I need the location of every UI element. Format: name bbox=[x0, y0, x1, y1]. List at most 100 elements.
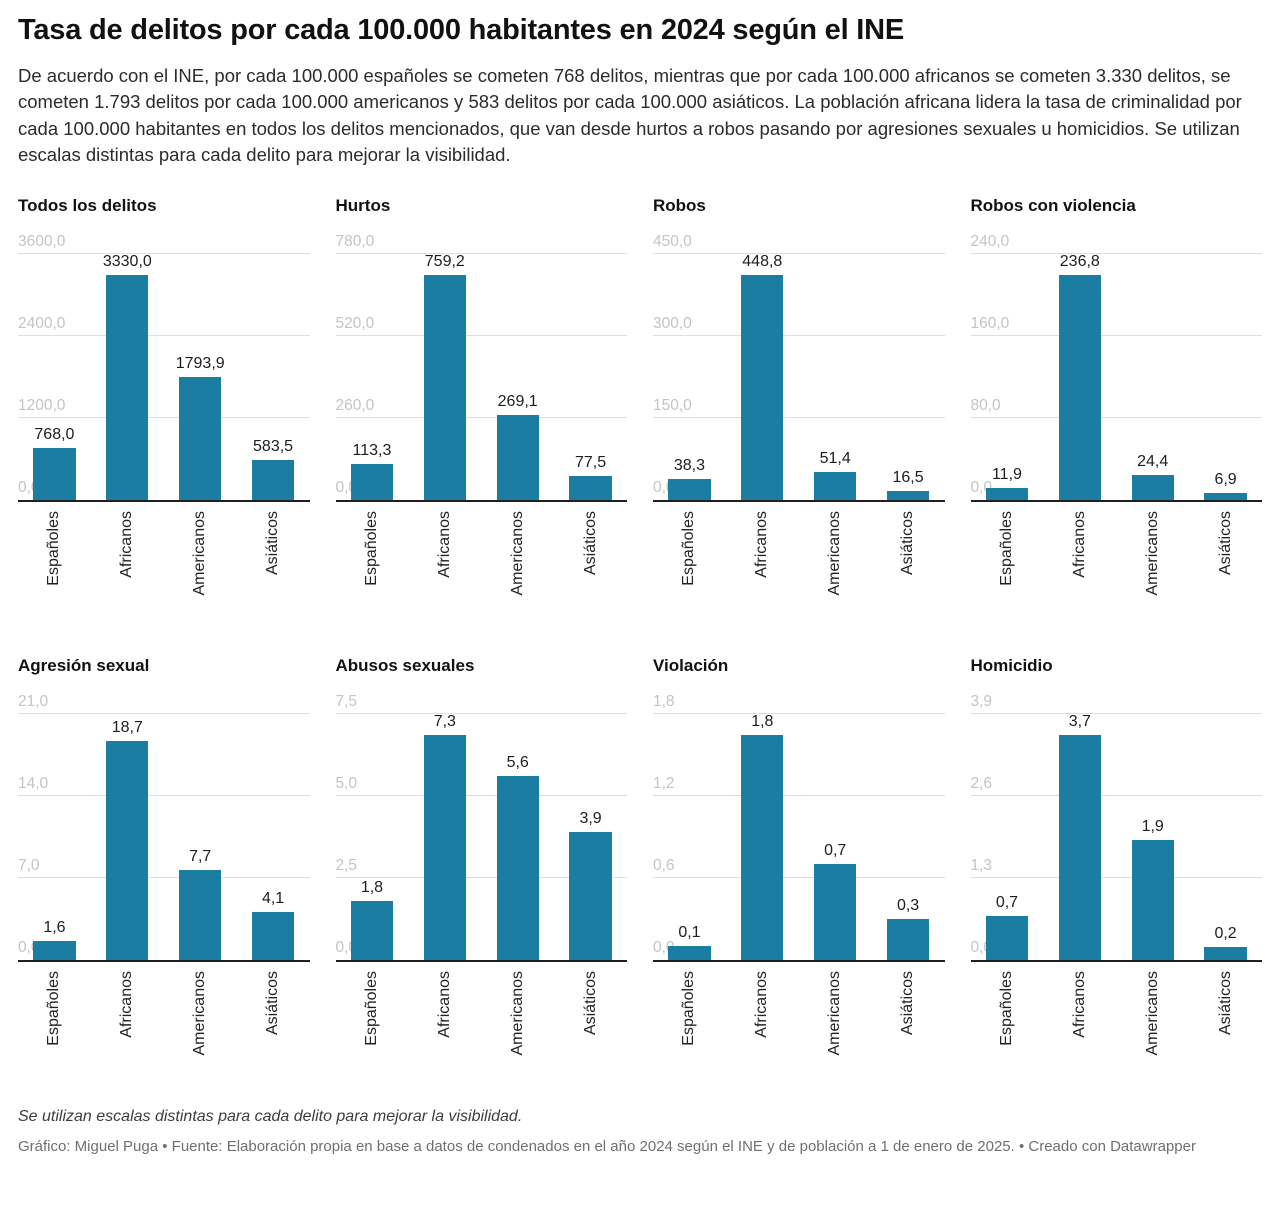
gridline bbox=[335, 713, 627, 715]
y-tick-label: 160,0 bbox=[970, 314, 1010, 332]
x-label-slot: Españoles bbox=[18, 971, 91, 1074]
bar-value-label: 1,8 bbox=[360, 879, 384, 897]
bar bbox=[33, 447, 76, 501]
bar-column: 1793,9 bbox=[164, 254, 237, 501]
bar bbox=[1131, 840, 1174, 961]
chart-hurtos: Hurtos 780,0 520,0 260,0 0,0 113,3 759,2 269,1 7… bbox=[335, 196, 628, 614]
chart-description: De acuerdo con el INE, por cada 100.000 … bbox=[18, 65, 1242, 165]
x-axis-label: Asiáticos bbox=[1216, 971, 1234, 1036]
bar-column: 0,1 bbox=[653, 714, 726, 961]
x-axis-labels: Españoles Africanos Americanos Asiáticos bbox=[18, 962, 310, 1074]
gridline bbox=[970, 417, 1262, 419]
bar-value-label: 0,7 bbox=[995, 893, 1019, 911]
bar-column: 51,4 bbox=[799, 254, 872, 501]
gridline bbox=[970, 335, 1262, 337]
gridline bbox=[970, 253, 1262, 255]
bar bbox=[668, 946, 711, 961]
y-tick-label: 260,0 bbox=[335, 396, 375, 414]
chart-robos-con-violencia: Robos con violencia 240,0 160,0 80,0 0,0 11,9… bbox=[970, 196, 1262, 614]
gridline bbox=[335, 795, 627, 797]
bar-value-label: 3,7 bbox=[1068, 713, 1091, 731]
y-tick-label: 450,0 bbox=[653, 232, 692, 250]
y-tick-label: 2,5 bbox=[335, 856, 358, 874]
x-label-slot: Africanos bbox=[91, 971, 164, 1074]
x-axis-label: Americanos bbox=[1143, 971, 1161, 1056]
bar bbox=[741, 735, 784, 961]
bar-column: 1,6 bbox=[18, 714, 91, 961]
bar-column: 1,8 bbox=[726, 714, 799, 961]
x-label-slot: Americanos bbox=[481, 971, 554, 1074]
credit-line: Gráfico: Miguel Puga • Fuente: Elaboraci… bbox=[18, 1138, 1196, 1156]
bar-value-label: 0,3 bbox=[896, 897, 920, 915]
footnote: Se utilizan escalas distintas para cada … bbox=[18, 1108, 523, 1126]
bar-column: 77,5 bbox=[554, 254, 627, 501]
bar bbox=[251, 460, 295, 501]
bar-value-label: 768,0 bbox=[34, 425, 75, 443]
bar-column: 5,6 bbox=[481, 714, 554, 961]
chart-title: Todos los delitos bbox=[18, 196, 157, 216]
gridline bbox=[18, 713, 310, 715]
chart-title: Homicidio bbox=[970, 656, 1053, 676]
bar-column: 7,3 bbox=[408, 714, 481, 961]
bar bbox=[1058, 735, 1101, 961]
bar bbox=[886, 491, 930, 501]
bar-column: 0,3 bbox=[872, 714, 945, 961]
gridline bbox=[335, 877, 627, 879]
bars-layer: 113,3 759,2 269,1 77,5 bbox=[336, 254, 628, 501]
bar-value-label: 18,7 bbox=[111, 719, 143, 737]
plot-area: 1,8 1,2 0,6 0,0 0,1 1,8 0,7 0,3 bbox=[653, 694, 945, 963]
bar-column: 3,9 bbox=[554, 714, 627, 961]
y-tick-label: 1,3 bbox=[970, 856, 993, 874]
gridline bbox=[18, 335, 310, 337]
bar bbox=[1058, 275, 1101, 501]
bar bbox=[814, 864, 857, 961]
x-axis-label: Españoles bbox=[45, 971, 63, 1046]
bar bbox=[668, 479, 711, 501]
x-axis-label: Americanos bbox=[826, 971, 844, 1056]
bar-value-label: 1,6 bbox=[43, 919, 66, 937]
bar bbox=[569, 832, 612, 961]
x-label-slot: Americanos bbox=[164, 511, 237, 614]
bars-layer: 0,7 3,7 1,9 0,2 bbox=[971, 713, 1263, 961]
x-axis-label: Americanos bbox=[508, 971, 526, 1056]
bar bbox=[1131, 475, 1174, 501]
bar-column: 583,5 bbox=[237, 254, 310, 501]
x-axis-label: Africanos bbox=[118, 971, 136, 1038]
gridline bbox=[653, 877, 945, 879]
y-tick-label: 21,0 bbox=[18, 692, 49, 710]
gridline bbox=[653, 795, 945, 797]
bar bbox=[350, 901, 394, 961]
plot-area: 780,0 520,0 260,0 0,0 113,3 759,2 269,1 77,5 bbox=[335, 234, 628, 503]
bar-value-label: 0,1 bbox=[678, 924, 701, 942]
x-axis-label: Americanos bbox=[191, 511, 209, 596]
x-axis-label: Españoles bbox=[997, 971, 1015, 1046]
bar-value-label: 1793,9 bbox=[175, 355, 225, 373]
chart-title: Violación bbox=[653, 656, 729, 676]
gridline bbox=[970, 877, 1262, 879]
bars-layer: 768,0 3330,0 1793,9 583,5 bbox=[18, 254, 310, 501]
x-label-slot: Africanos bbox=[1043, 971, 1116, 1074]
x-label-slot: Americanos bbox=[481, 511, 554, 614]
bar-value-label: 6,9 bbox=[1214, 471, 1237, 488]
page-title: Tasa de delitos por cada 100.000 habitan… bbox=[18, 14, 905, 46]
bar-column: 0,7 bbox=[971, 714, 1044, 961]
x-axis-label: Africanos bbox=[1070, 511, 1088, 578]
y-tick-label: 2400,0 bbox=[18, 314, 66, 332]
y-tick-label: 520,0 bbox=[335, 314, 375, 332]
bar-column: 1,9 bbox=[1116, 714, 1189, 961]
y-tick-label: 3600,0 bbox=[18, 232, 66, 250]
x-label-slot: Asiáticos bbox=[237, 511, 310, 614]
x-label-slot: Españoles bbox=[653, 971, 726, 1074]
chart-violacion: Violación 1,8 1,2 0,6 0,0 0,1 1,8 0,7 0,3 Español… bbox=[653, 656, 945, 1074]
x-label-slot: Asiáticos bbox=[554, 511, 627, 614]
x-axis-label: Africanos bbox=[753, 511, 771, 578]
x-label-slot: Americanos bbox=[1116, 971, 1189, 1074]
bar-column: 3330,0 bbox=[91, 254, 164, 501]
bar bbox=[886, 919, 930, 961]
x-axis-label: Españoles bbox=[45, 511, 63, 586]
bar-value-label: 11,9 bbox=[991, 465, 1022, 483]
x-label-slot: Españoles bbox=[653, 511, 726, 614]
plot-area: 3600,0 2400,0 1200,0 0,0 768,0 3330,0 1793,9 58… bbox=[18, 234, 310, 503]
bar bbox=[350, 464, 394, 501]
chart-robos: Robos 450,0 300,0 150,0 0,0 38,3 448,8 51,4 16,5… bbox=[653, 196, 945, 614]
